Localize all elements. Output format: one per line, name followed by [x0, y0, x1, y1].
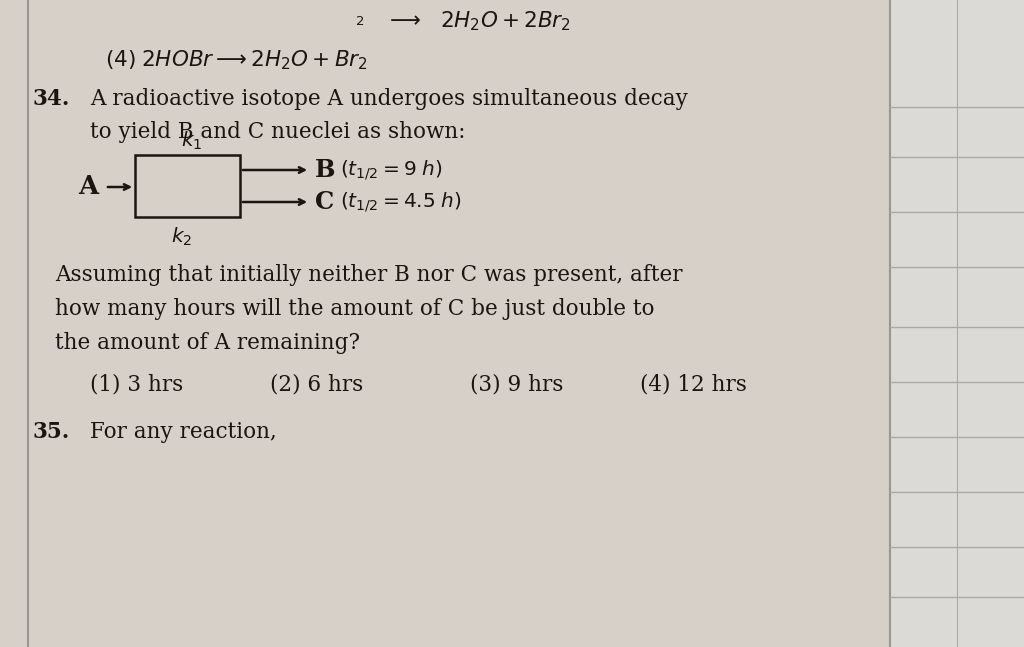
Text: $_2$: $_2$ — [355, 10, 365, 28]
Text: C: C — [315, 190, 334, 214]
Text: (3) 9 hrs: (3) 9 hrs — [470, 374, 563, 396]
Text: $2H_2O + 2Br_2$: $2H_2O + 2Br_2$ — [440, 9, 570, 33]
Text: 34.: 34. — [32, 88, 70, 110]
Text: the amount of A remaining?: the amount of A remaining? — [55, 332, 360, 354]
Text: (2) 6 hrs: (2) 6 hrs — [270, 374, 364, 396]
Text: (1) 3 hrs: (1) 3 hrs — [90, 374, 183, 396]
Text: A: A — [78, 175, 98, 199]
Text: $(t_{1/2} = 9\;h)$: $(t_{1/2} = 9\;h)$ — [340, 158, 442, 182]
Text: A radioactive isotope A undergoes simultaneous decay: A radioactive isotope A undergoes simult… — [90, 88, 688, 110]
Text: 35.: 35. — [32, 421, 70, 443]
Text: $(t_{1/2} = 4.5\;h)$: $(t_{1/2} = 4.5\;h)$ — [340, 190, 462, 214]
Bar — [135, 155, 240, 217]
Text: $(4)\;2HOBr\longrightarrow 2H_2O + Br_2$: $(4)\;2HOBr\longrightarrow 2H_2O + Br_2$ — [105, 48, 368, 72]
Bar — [890, 0, 1024, 647]
Text: Assuming that initially neither B nor C was present, after: Assuming that initially neither B nor C … — [55, 264, 683, 286]
Text: B: B — [315, 158, 336, 182]
Text: $\longrightarrow$: $\longrightarrow$ — [385, 8, 421, 30]
Text: to yield B and C nueclei as shown:: to yield B and C nueclei as shown: — [90, 121, 466, 143]
Text: $k_2$: $k_2$ — [171, 226, 193, 248]
Text: $k_1$: $k_1$ — [181, 130, 203, 152]
Text: (4) 12 hrs: (4) 12 hrs — [640, 374, 746, 396]
Text: how many hours will the amount of C be just double to: how many hours will the amount of C be j… — [55, 298, 654, 320]
Text: For any reaction,: For any reaction, — [90, 421, 276, 443]
Bar — [0, 0, 890, 647]
